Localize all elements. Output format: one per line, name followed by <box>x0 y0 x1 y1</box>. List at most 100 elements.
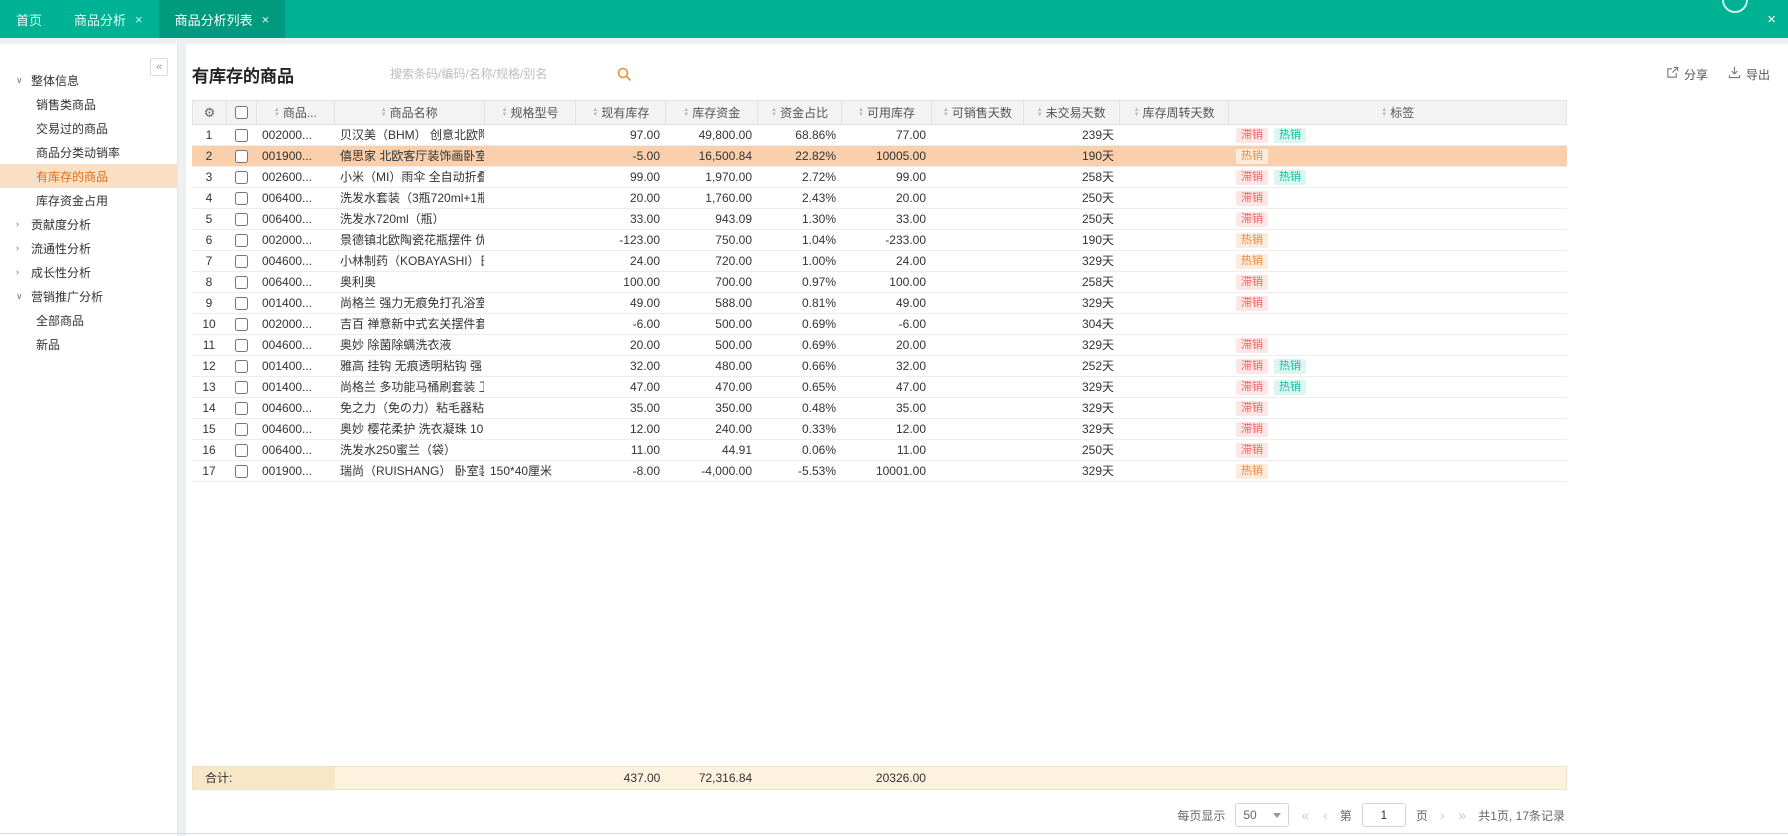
column-header-可用库存[interactable]: ▲ ▼ 可用库存 <box>842 101 932 124</box>
table-row[interactable]: 3 002600... 小米（MI）雨伞 全自动折叠 99.00 1,970.00 2.7… <box>192 167 1567 188</box>
table-row[interactable]: 11 004600... 奥妙 除菌除螨洗衣液 20.00 500.00 0.69% 20.… <box>192 335 1567 356</box>
sidebar-item-整体信息[interactable]: ∨ 整体信息 <box>0 68 177 92</box>
sidebar-item-库存资金占用[interactable]: 库存资金占用 <box>0 188 177 212</box>
column-header-label: 商品... <box>282 106 317 120</box>
cell: 99.00 <box>629 169 660 184</box>
search-icon[interactable] <box>616 66 632 82</box>
record-count: 共1页, 17条记录 <box>1478 808 1565 823</box>
table-row[interactable]: 1 002000... 贝汉美（BHM） 创意北欧陶 97.00 49,800.00 68… <box>192 125 1567 146</box>
column-header-标签[interactable]: ▲ ▼ 标签 <box>1229 101 1566 124</box>
tab-close-icon[interactable]: × <box>135 11 143 27</box>
column-header-库存资金[interactable]: ▲ ▼ 库存资金 <box>666 101 759 124</box>
tab-商品分析列表[interactable]: 商品分析列表 × <box>158 0 286 38</box>
table-row[interactable]: 5 006400... 洗发水720ml（瓶） 33.00 943.09 1.30% 33.… <box>192 209 1567 230</box>
row-checkbox-cell <box>226 356 256 377</box>
cell: -8.00 <box>632 463 660 478</box>
row-checkbox[interactable] <box>234 422 248 436</box>
page-size-select[interactable]: 50 <box>1235 803 1290 827</box>
row-checkbox[interactable] <box>234 380 248 394</box>
sidebar-item-商品分类动销率[interactable]: 商品分类动销率 <box>0 140 177 164</box>
column-header-规格型号[interactable]: ▲ ▼ 规格型号 <box>485 101 577 124</box>
table-row[interactable]: 2 001900... 僖思家 北欧客厅装饰画卧室 -5.00 16,500.84 22.… <box>192 146 1567 167</box>
cell: 16,500.84 <box>698 148 752 163</box>
tags-cell: 滞销 <box>1230 442 1567 458</box>
cell: 32.00 <box>895 358 926 373</box>
search-input[interactable] <box>390 67 610 81</box>
cell: 250天 <box>1081 442 1114 457</box>
row-checkbox[interactable] <box>234 128 248 142</box>
page-size-label: 每页显示 <box>1177 808 1226 823</box>
table-row[interactable]: 15 004600... 奥妙 樱花柔护 洗衣凝珠 10 12.00 240.00 0.3… <box>192 419 1567 440</box>
cell: 004600... <box>262 337 313 352</box>
column-header-现有库存[interactable]: ▲ ▼ 现有库存 <box>576 101 667 124</box>
column-header-资金占比[interactable]: ▲ ▼ 资金占比 <box>758 101 843 124</box>
column-header-可销售天数[interactable]: ▲ ▼ 可销售天数 <box>932 101 1024 124</box>
sidebar-item-有库存的商品[interactable]: 有库存的商品 <box>0 164 177 188</box>
table-row[interactable]: 13 001400... 尚格兰 多功能马桶刷套装 卫 47.00 470.00 0.65… <box>192 377 1567 398</box>
cell: 258天 <box>1081 169 1114 184</box>
table-row[interactable]: 12 001400... 雅高 挂钩 无痕透明粘钩 强 32.00 480.00 0.66… <box>192 356 1567 377</box>
tab-商品分析[interactable]: 商品分析 × <box>58 0 159 38</box>
share-button[interactable]: 分享 <box>1666 66 1708 83</box>
row-checkbox[interactable] <box>234 254 248 268</box>
table-row[interactable]: 16 006400... 洗发水250蜜兰（袋） 11.00 44.91 0.06% 11.… <box>192 440 1567 461</box>
row-checkbox[interactable] <box>234 359 248 373</box>
sidebar-item-贡献度分析[interactable]: › 贡献度分析 <box>0 212 177 236</box>
sidebar-collapse-button[interactable]: « <box>150 58 168 76</box>
column-header-未交易天数[interactable]: ▲ ▼ 未交易天数 <box>1024 101 1120 124</box>
cell: -5.00 <box>632 148 660 163</box>
tags-cell: 滞销 <box>1230 211 1567 227</box>
select-all-checkbox[interactable] <box>234 106 248 119</box>
sidebar-item-交易过的商品[interactable]: 交易过的商品 <box>0 116 177 140</box>
avatar-icon[interactable] <box>1722 0 1748 13</box>
row-checkbox[interactable] <box>234 464 248 478</box>
column-header-库存周转天数[interactable]: ▲ ▼ 库存周转天数 <box>1120 101 1230 124</box>
table-row[interactable]: 9 001400... 尚格兰 强力无痕免打孔浴室 49.00 588.00 0.81% 4… <box>192 293 1567 314</box>
tag-热销: 热销 <box>1236 148 1268 164</box>
horizontal-scrollbar-track[interactable] <box>0 833 1788 834</box>
cell: 1,970.00 <box>705 169 752 184</box>
tab-首页[interactable]: 首页 <box>0 0 58 38</box>
row-checkbox[interactable] <box>234 338 248 352</box>
table-row[interactable]: 8 006400... 奥利奥 100.00 700.00 0.97% 100.00 258天… <box>192 272 1567 293</box>
table-row[interactable]: 7 004600... 小林制药（KOBAYASHI）日 24.00 720.00 1.0… <box>192 251 1567 272</box>
sidebar-item-流通性分析[interactable]: › 流通性分析 <box>0 236 177 260</box>
sidebar-item-成长性分析[interactable]: › 成长性分析 <box>0 260 177 284</box>
tab-close-icon[interactable]: × <box>261 11 270 27</box>
column-settings-button[interactable]: ⚙ <box>193 101 227 124</box>
row-checkbox[interactable] <box>234 212 248 226</box>
row-checkbox[interactable] <box>234 317 248 331</box>
export-button[interactable]: 导出 <box>1728 66 1770 83</box>
last-page-button[interactable]: » <box>1458 807 1467 823</box>
row-checkbox[interactable] <box>234 275 248 289</box>
row-checkbox[interactable] <box>234 443 248 457</box>
page-number-input[interactable] <box>1361 803 1406 827</box>
table-row[interactable]: 6 002000... 景德镇北欧陶瓷花瓶摆件 优 -123.00 750.00 1.04… <box>192 230 1567 251</box>
close-icon[interactable]: × <box>1767 10 1776 28</box>
column-header-商品...[interactable]: ▲ ▼ 商品... <box>257 101 335 124</box>
column-header-商品名称[interactable]: ▲ ▼ 商品名称 <box>335 101 485 124</box>
row-index: 13 <box>202 379 216 394</box>
row-checkbox[interactable] <box>234 149 248 163</box>
sort-icon: ▲ ▼ <box>501 106 508 118</box>
first-page-button[interactable]: « <box>1301 807 1310 823</box>
table-row[interactable]: 14 004600... 免之力（免の力）粘毛器粘 35.00 350.00 0.48% 3… <box>192 398 1567 419</box>
sidebar-item-全部商品[interactable]: 全部商品 <box>0 308 177 332</box>
row-checkbox[interactable] <box>234 170 248 184</box>
row-checkbox[interactable] <box>234 191 248 205</box>
sidebar-item-营销推广分析[interactable]: ∨ 营销推广分析 <box>0 284 177 308</box>
tag-热销: 热销 <box>1236 253 1268 269</box>
cell: 瑞尚（RUISHANG） 卧室装 <box>340 463 484 478</box>
next-page-button[interactable]: › <box>1439 807 1445 823</box>
sidebar-item-销售类商品[interactable]: 销售类商品 <box>0 92 177 116</box>
row-checkbox[interactable] <box>234 401 248 415</box>
table-row[interactable]: 10 002000... 吉百 禅意新中式玄关摆件套 -6.00 500.00 0.69%… <box>192 314 1567 335</box>
row-checkbox[interactable] <box>234 296 248 310</box>
sidebar-item-label: 流通性分析 <box>31 241 92 256</box>
prev-page-button[interactable]: ‹ <box>1323 807 1328 823</box>
row-checkbox-cell <box>226 209 256 230</box>
table-row[interactable]: 4 006400... 洗发水套装（3瓶720ml+1瓶 20.00 1,760.00 2… <box>192 188 1567 209</box>
row-checkbox[interactable] <box>234 233 248 247</box>
sidebar-item-新品[interactable]: 新品 <box>0 332 177 356</box>
table-row[interactable]: 17 001900... 瑞尚（RUISHANG） 卧室装 150*40厘米 -8.00… <box>192 461 1567 482</box>
